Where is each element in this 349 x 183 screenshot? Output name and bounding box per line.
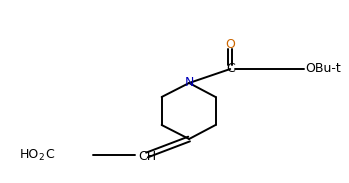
Text: OBu-t: OBu-t xyxy=(306,63,341,76)
Text: C: C xyxy=(226,63,235,76)
Text: C: C xyxy=(45,148,54,162)
Text: CH: CH xyxy=(138,150,156,163)
Text: HO: HO xyxy=(20,148,39,162)
Text: N: N xyxy=(184,76,194,89)
Text: O: O xyxy=(225,38,235,51)
Text: 2: 2 xyxy=(38,154,44,163)
